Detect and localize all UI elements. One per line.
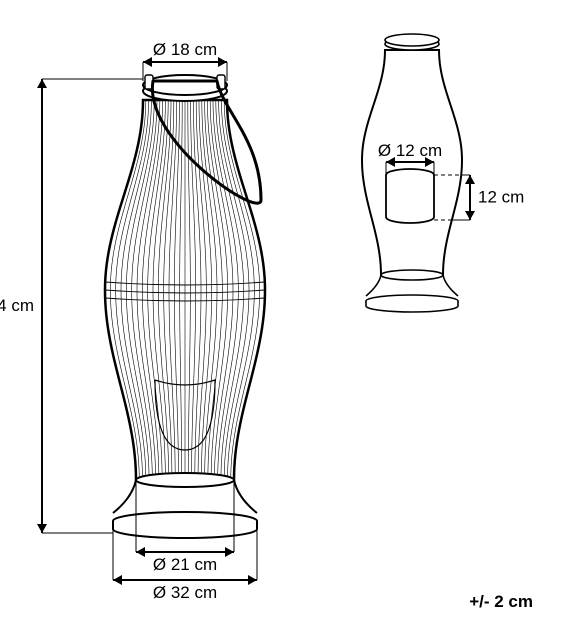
inset-collar (385, 34, 439, 46)
dim-base-dia-label: Ø 32 cm (153, 583, 217, 602)
dim-height-label: 84 cm (0, 296, 34, 315)
dim-cup-h-label: 12 cm (478, 188, 524, 207)
cup-body (386, 175, 434, 223)
dim-neck-dia-label: Ø 21 cm (153, 555, 217, 574)
dim-cup-dia-label: Ø 12 cm (378, 141, 442, 160)
lantern-collar-top (143, 75, 227, 95)
neck-ring (136, 473, 234, 487)
base-disc-side (113, 521, 257, 538)
dim-top-dia-label: Ø 18 cm (153, 40, 217, 59)
tolerance-label: +/- 2 cm (469, 592, 533, 612)
